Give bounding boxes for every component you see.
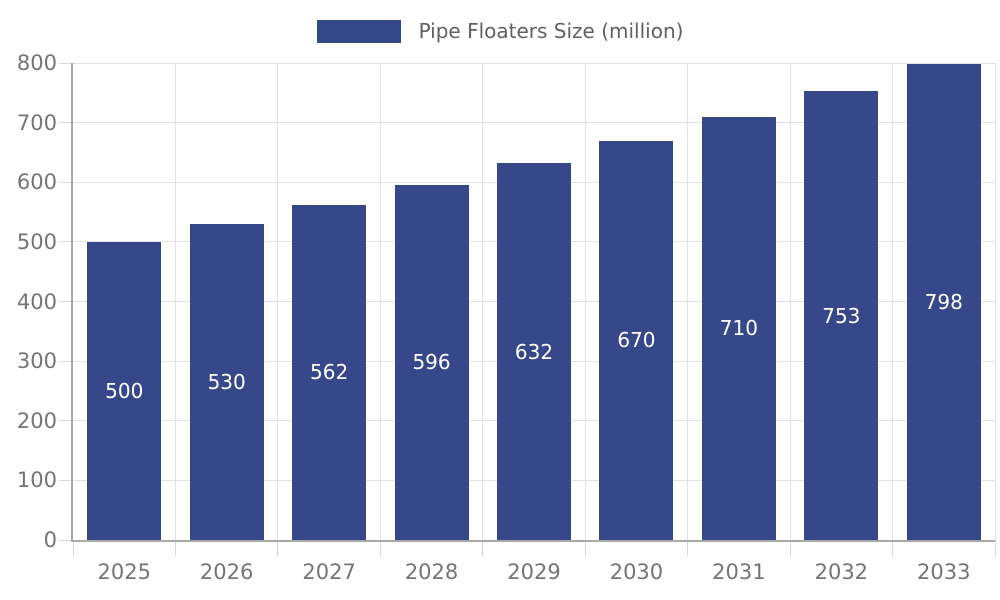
x-axis-tick-label: 2029 [507, 560, 561, 584]
x-axis-tick [174, 540, 176, 556]
gridline-x [789, 63, 791, 540]
bar-2031: 710 [701, 116, 776, 540]
y-axis-tick [59, 479, 73, 481]
bar-2026: 530 [189, 223, 264, 540]
y-axis-tick-label: 600 [16, 170, 57, 195]
gridline-y [73, 122, 995, 124]
y-axis-tick-label: 700 [16, 110, 57, 135]
gridline-x [994, 63, 996, 540]
x-axis-line [71, 540, 995, 542]
bar-2029: 632 [497, 163, 571, 540]
x-axis-tick-label: 2026 [199, 560, 254, 584]
y-axis-tick [59, 122, 73, 124]
bar-value-label: 632 [514, 339, 554, 364]
bar-value-label: 670 [617, 328, 656, 353]
x-axis-tick-label: 2025 [97, 560, 151, 584]
bar-value-label: 798 [924, 290, 963, 315]
bar-value-label: 530 [207, 369, 246, 394]
y-axis-tick [59, 420, 73, 422]
x-axis-tick-label: 2033 [917, 560, 971, 584]
bar-2030: 670 [599, 140, 674, 540]
bar-2027: 562 [292, 204, 367, 540]
y-axis-tick-label: 800 [16, 51, 57, 75]
y-axis-tick [59, 181, 73, 183]
bar-value-label: 753 [822, 303, 861, 328]
y-axis-tick-label: 500 [16, 229, 57, 254]
bar-2025: 500 [87, 241, 162, 540]
x-axis-tick-label: 2030 [609, 560, 664, 584]
gridline-x [687, 63, 689, 540]
gridline-x [277, 63, 279, 540]
bar-2033: 798 [906, 64, 981, 540]
y-axis-tick [59, 539, 73, 541]
gridline-x [584, 63, 586, 540]
legend-label: Pipe Floaters Size (million) [418, 19, 684, 43]
gridline-y [73, 62, 995, 64]
y-axis-line [71, 63, 73, 542]
bar-value-label: 562 [310, 360, 349, 385]
gridline-x [379, 63, 381, 540]
x-axis-tick [789, 540, 791, 556]
bar-value-label: 500 [105, 378, 144, 403]
y-axis-tick-label: 300 [16, 349, 57, 374]
x-axis-tick [379, 540, 381, 556]
x-axis-tick [277, 540, 279, 556]
y-axis-tick [59, 301, 73, 302]
y-axis-tick [59, 241, 73, 243]
gridline-x [174, 63, 176, 540]
x-axis-tick [584, 540, 586, 556]
x-axis-tick [892, 540, 894, 556]
y-axis-tick-label: 100 [16, 468, 57, 493]
x-axis-tick-label: 2032 [814, 560, 869, 584]
y-axis-tick-label: 400 [16, 289, 57, 314]
x-axis-tick-label: 2031 [712, 560, 766, 584]
bar-2032: 753 [804, 91, 879, 540]
bar-value-label: 596 [412, 350, 451, 375]
y-axis-tick-label: 0 [43, 528, 57, 552]
x-axis-tick [687, 540, 689, 556]
bar-2028: 596 [394, 184, 469, 540]
y-axis-tick [59, 360, 73, 362]
legend-swatch [316, 19, 401, 43]
x-axis-tick [72, 540, 74, 556]
y-axis-tick-label: 200 [16, 408, 57, 433]
legend[interactable]: Pipe Floaters Size (million) [0, 19, 1000, 43]
gridline-x [892, 63, 894, 540]
y-axis-tick [59, 62, 73, 64]
x-axis-tick [994, 540, 996, 556]
x-axis-tick-label: 2028 [404, 560, 459, 584]
x-axis-tick [482, 540, 484, 556]
x-axis-tick-label: 2027 [302, 560, 356, 584]
gridline-x [482, 63, 484, 540]
bar-value-label: 710 [719, 316, 758, 341]
